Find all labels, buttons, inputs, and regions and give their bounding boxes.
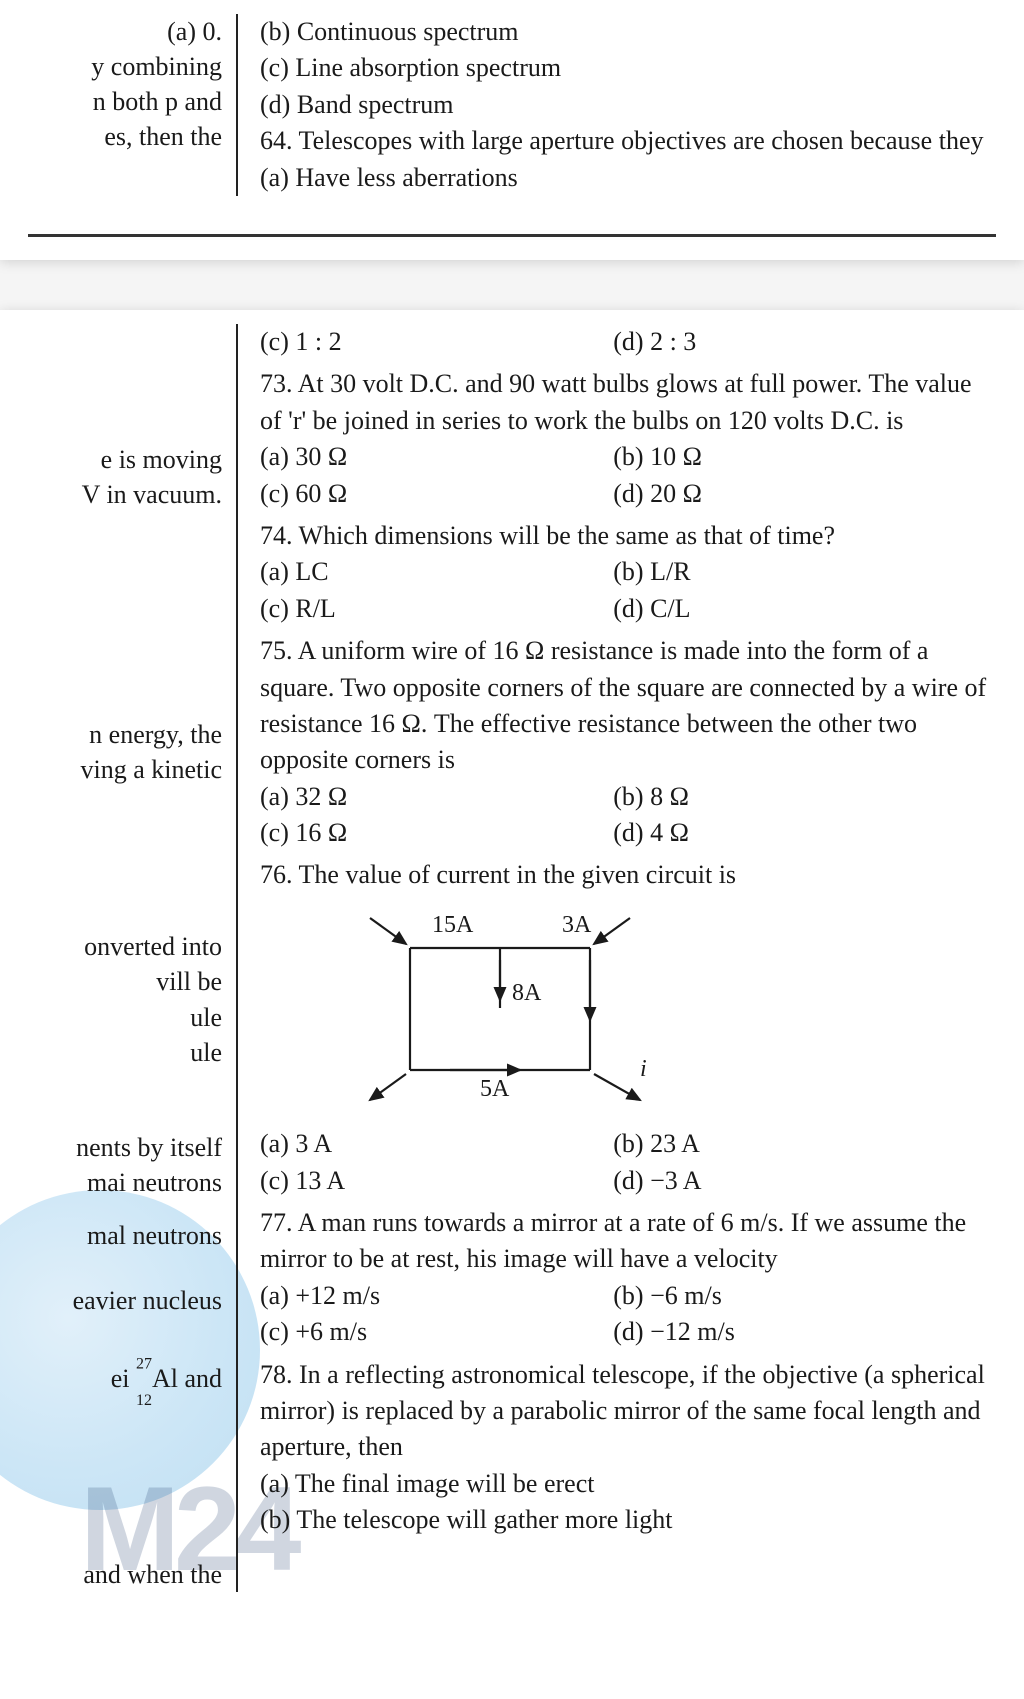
frag-then-the: es, then the (28, 119, 222, 154)
q73-c: (c) 60 Ω (260, 476, 613, 512)
frag-itself: nents by itself (28, 1130, 222, 1165)
frag-mai-neutrons: mai neutrons (28, 1165, 222, 1200)
ratio-opt-c: (c) 1 : 2 (260, 324, 613, 360)
q78-text: 78. In a reflecting astronomical telesco… (260, 1357, 996, 1466)
frag-kinetic: ving a kinetic (28, 752, 222, 787)
frag-vacuum: V in vacuum. (28, 477, 222, 512)
frag-a0: (a) 0. (28, 14, 222, 49)
opt-d: (d) Band spectrum (260, 87, 996, 123)
q73-a: (a) 30 Ω (260, 439, 613, 475)
opt-c: (c) Line absorption spectrum (260, 50, 996, 86)
page-fragment-bottom: M24 e is moving V in vacuum. n energy, t… (0, 310, 1024, 1699)
q78-b: (b) The telescope will gather more light (260, 1502, 996, 1538)
q74-text: 74. Which dimensions will be the same as… (260, 518, 996, 554)
frag-heavier: eavier nucleus (28, 1283, 222, 1318)
frag-when-the: and when the (28, 1557, 222, 1592)
q76-b: (b) 23 A (613, 1126, 996, 1162)
frag-nuclide-al: ei 2712Al and (28, 1360, 222, 1402)
q76-a: (a) 3 A (260, 1126, 613, 1162)
q75-b: (b) 8 Ω (613, 779, 996, 815)
page-fragment-top: (a) 0. y combining n both p and es, then… (0, 0, 1024, 260)
opt-b: (b) Continuous spectrum (260, 14, 996, 50)
lbl-3a: 3A (562, 912, 592, 938)
lbl-8a: 8A (512, 980, 542, 1006)
lbl-i: i (640, 1056, 647, 1082)
q74-a: (a) LC (260, 554, 613, 590)
right-column-top: (b) Continuous spectrum (c) Line absorpt… (238, 14, 996, 196)
q76-c: (c) 13 A (260, 1163, 613, 1199)
q74-b: (b) L/R (613, 554, 996, 590)
q77-c: (c) +6 m/s (260, 1314, 613, 1350)
q77-b: (b) −6 m/s (613, 1278, 996, 1314)
ratio-opt-d: (d) 2 : 3 (613, 324, 996, 360)
q75-a: (a) 32 Ω (260, 779, 613, 815)
frag-onverted: onverted into (28, 929, 222, 964)
divider-line (28, 234, 996, 237)
q77-text: 77. A man runs towards a mirror at a rat… (260, 1205, 996, 1278)
frag-ule1: ule (28, 1000, 222, 1035)
frag-energy: n energy, the (28, 717, 222, 752)
frag-e-moving: e is moving (28, 442, 222, 477)
left-column-top: (a) 0. y combining n both p and es, then… (28, 14, 238, 196)
frag-vill-be: vill be (28, 964, 222, 999)
q75-c: (c) 16 Ω (260, 815, 613, 851)
frag-ule2: ule (28, 1035, 222, 1070)
frag-mal-neutrons: mal neutrons (28, 1218, 222, 1253)
q74-d: (d) C/L (613, 591, 996, 627)
q78-a: (a) The final image will be erect (260, 1466, 996, 1502)
q76-text: 76. The value of current in the given ci… (260, 857, 996, 893)
q73-d: (d) 20 Ω (613, 476, 996, 512)
q75-text: 75. A uniform wire of 16 Ω resistance is… (260, 633, 996, 779)
q64-opt-a: (a) Have less aberrations (260, 160, 996, 196)
lbl-15a: 15A (432, 912, 474, 938)
q75-d: (d) 4 Ω (613, 815, 996, 851)
lbl-5a: 5A (480, 1076, 510, 1102)
q76-d: (d) −3 A (613, 1163, 996, 1199)
q74-c: (c) R/L (260, 591, 613, 627)
q73-text: 73. At 30 volt D.C. and 90 watt bulbs gl… (260, 366, 996, 439)
q77-d: (d) −12 m/s (613, 1314, 996, 1350)
circuit-diagram: 15A 3A 8A 5A i (340, 900, 660, 1110)
left-column-bottom: e is moving V in vacuum. n energy, the v… (28, 324, 238, 1592)
q77-a: (a) +12 m/s (260, 1278, 613, 1314)
frag-both-p: n both p and (28, 84, 222, 119)
q64-text: 64. Telescopes with large aperture objec… (260, 123, 996, 159)
frag-combining: y combining (28, 49, 222, 84)
q73-b: (b) 10 Ω (613, 439, 996, 475)
right-column-bottom: (c) 1 : 2 (d) 2 : 3 73. At 30 volt D.C. … (238, 324, 996, 1592)
